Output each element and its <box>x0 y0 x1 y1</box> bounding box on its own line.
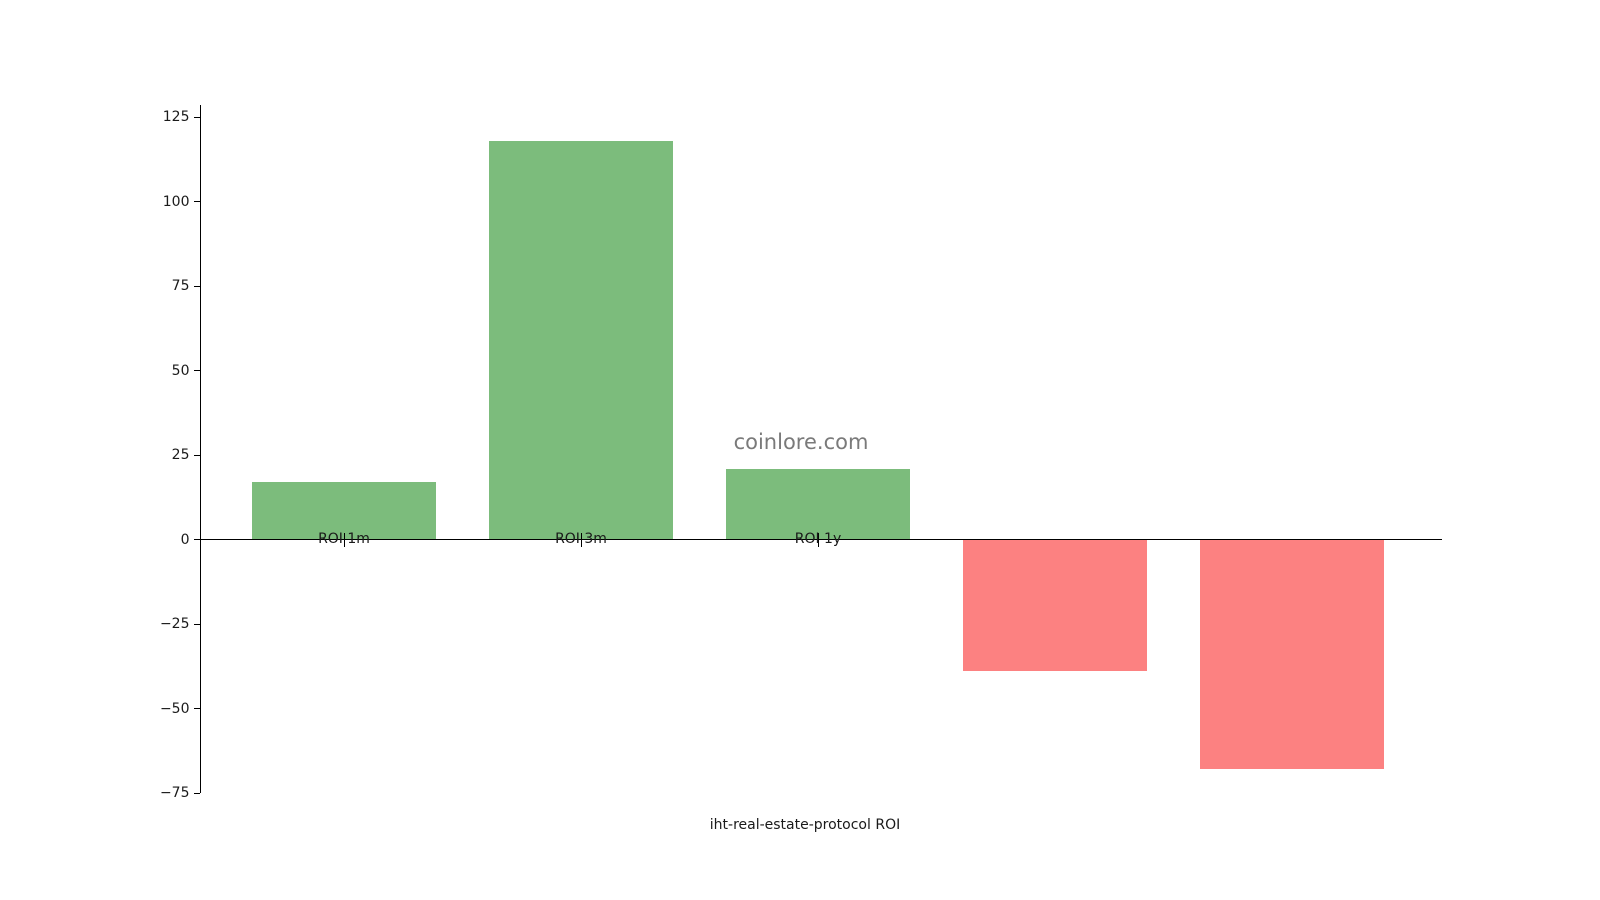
y-tick-mark <box>193 539 200 541</box>
chart-title: iht-real-estate-protocol ROI <box>709 817 901 833</box>
y-tick-label: −75 <box>159 785 190 801</box>
y-tick-mark <box>193 370 200 372</box>
y-tick-mark <box>193 454 200 456</box>
y-tick-mark <box>193 285 200 287</box>
watermark-text: coinlore.com <box>733 430 869 454</box>
x-tick-label: ROI 1m <box>318 530 370 547</box>
y-tick-mark <box>193 708 200 710</box>
y-tick-mark <box>193 792 200 794</box>
x-tick-mark <box>343 532 345 547</box>
y-tick-label: −50 <box>159 700 190 717</box>
y-tick-mark <box>193 116 200 118</box>
bar-unlabeled-4 <box>963 539 1147 672</box>
bar-unlabeled-5 <box>1200 539 1384 770</box>
y-tick-label: −25 <box>159 616 190 632</box>
y-tick-label: 0 <box>180 531 190 548</box>
y-tick-label: 25 <box>171 447 190 463</box>
x-tick-mark <box>580 532 582 547</box>
bar-roi-3m <box>489 140 673 540</box>
x-tick-label: ROI 1y <box>794 530 842 547</box>
y-tick-mark <box>193 201 200 203</box>
y-tick-label: 75 <box>171 278 190 294</box>
y-tick-mark <box>193 623 200 625</box>
x-tick-label: ROI 3m <box>555 530 607 547</box>
y-tick-label: 125 <box>162 109 190 125</box>
y-tick-label: 100 <box>162 193 190 210</box>
bar-roi-1m <box>252 482 436 540</box>
x-tick-mark <box>817 532 819 547</box>
y-tick-label: 50 <box>171 362 190 379</box>
y-axis-spine <box>200 105 202 793</box>
bar-roi-1y <box>726 468 910 540</box>
x-axis-line <box>200 539 1442 541</box>
